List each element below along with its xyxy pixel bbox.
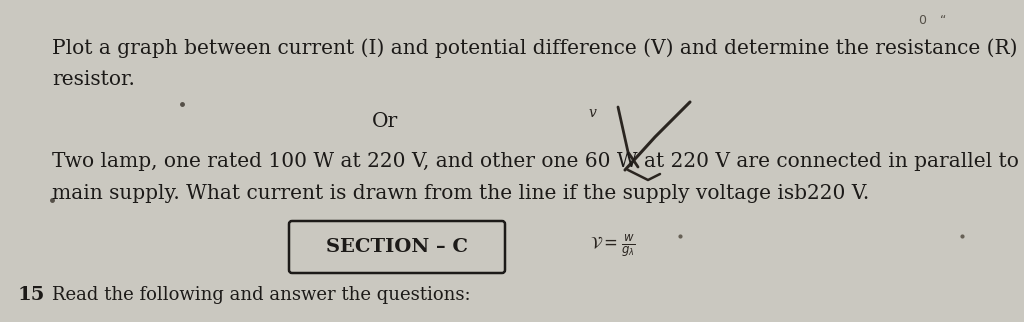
Text: resistor.: resistor. [52,70,135,89]
Text: main supply. What current is drawn from the line if the supply voltage isb220 V.: main supply. What current is drawn from … [52,184,869,203]
Text: Two lamp, one rated 100 W at 220 V, and other one 60 W at 220 V are connected in: Two lamp, one rated 100 W at 220 V, and … [52,152,1024,171]
Text: 0: 0 [918,14,926,27]
Text: Read the following and answer the questions:: Read the following and answer the questi… [52,286,471,304]
Text: “: “ [940,14,946,27]
Text: 15: 15 [18,286,45,304]
Text: v: v [588,106,596,120]
FancyBboxPatch shape [289,221,505,273]
Text: $\mathcal{V}$$= \frac{w}{g_{\lambda}}$: $\mathcal{V}$$= \frac{w}{g_{\lambda}}$ [590,233,636,259]
Text: SECTION – C: SECTION – C [326,238,468,256]
Text: Plot a graph between current (I) and potential difference (V) and determine the : Plot a graph between current (I) and pot… [52,38,1024,58]
Text: Or: Or [372,112,398,131]
